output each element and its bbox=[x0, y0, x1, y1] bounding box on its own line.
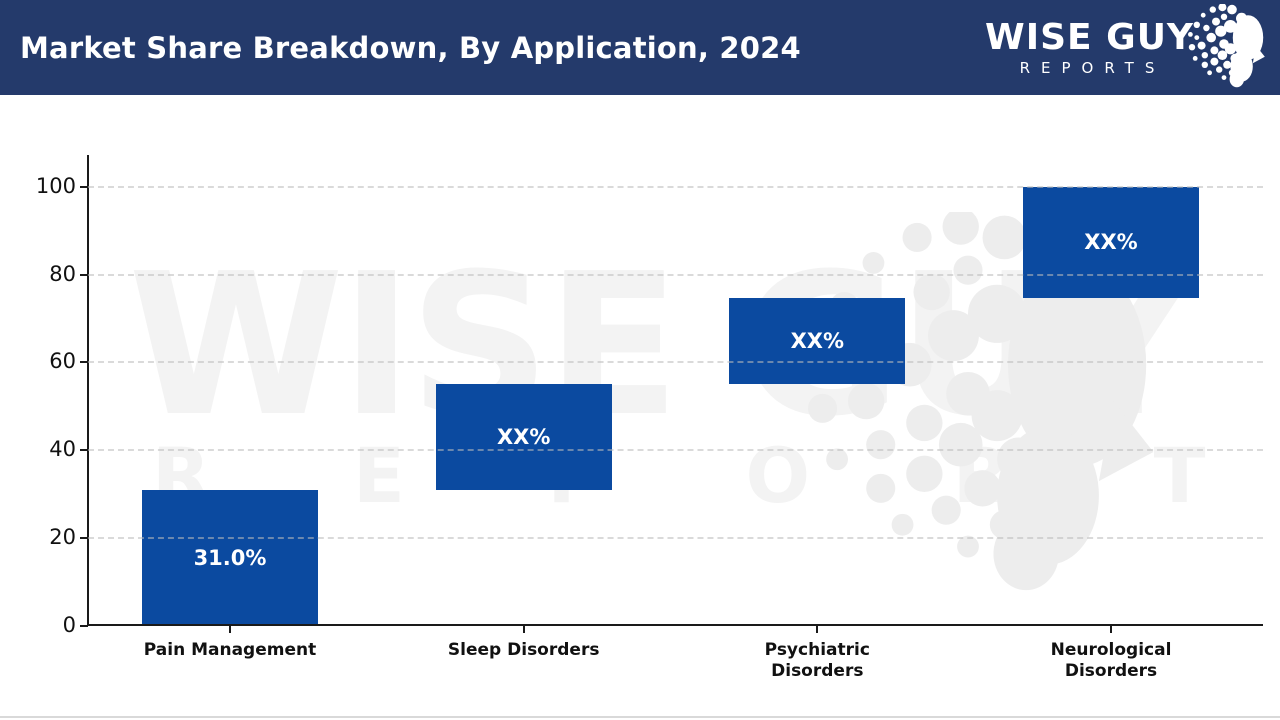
x-axis-line bbox=[87, 624, 1263, 626]
x-tick-0 bbox=[229, 625, 231, 633]
wise-guy-logo: WISE GUY REPORTS bbox=[984, 3, 1268, 92]
y-tick-label-0: 0 bbox=[62, 612, 76, 637]
y-tick-20 bbox=[80, 536, 88, 539]
face-profile-icon bbox=[1188, 3, 1265, 87]
gridline-80 bbox=[88, 273, 1263, 276]
bar-value-label: XX% bbox=[496, 424, 551, 449]
logo-text: WISE GUY REPORTS bbox=[984, 16, 1194, 77]
y-tick-0 bbox=[80, 624, 88, 627]
y-tick-label-40: 40 bbox=[49, 437, 76, 462]
y-tick-40 bbox=[80, 449, 88, 452]
gridline-100 bbox=[88, 186, 1263, 188]
gridline-40 bbox=[88, 449, 1263, 452]
x-category-label-3: Neurological Disorders bbox=[1050, 640, 1172, 681]
header-band: Market Share Breakdown, By Application, … bbox=[0, 0, 1280, 95]
y-tick-80 bbox=[80, 273, 88, 276]
logo-subtitle: REPORTS bbox=[1019, 58, 1166, 77]
bar-value-label: XX% bbox=[790, 329, 845, 354]
x-category-label-1: Sleep Disorders bbox=[447, 640, 600, 660]
x-category-label-0: Pain Management bbox=[143, 640, 317, 660]
x-category-label-2: Psychiatric Disorders bbox=[764, 640, 870, 681]
y-tick-100 bbox=[80, 186, 88, 188]
logo-wordmark: WISE GUY bbox=[984, 16, 1194, 58]
x-tick-3 bbox=[1110, 625, 1112, 633]
bar-sleep-disorders: XX% bbox=[435, 384, 612, 490]
bar-neurological-disorders: XX% bbox=[1023, 187, 1199, 298]
footer-divider bbox=[0, 716, 1280, 718]
gridline-20 bbox=[88, 536, 1263, 539]
y-tick-label-60: 60 bbox=[49, 349, 76, 374]
chart-title: Market Share Breakdown, By Application, … bbox=[20, 30, 801, 65]
bar-value-label: XX% bbox=[1084, 230, 1138, 255]
y-tick-label-100: 100 bbox=[35, 174, 76, 198]
bar-value-label: 31.0% bbox=[193, 545, 267, 570]
bar-psychiatric-disorders: XX% bbox=[729, 297, 906, 385]
bar-pain-management: 31.0% bbox=[142, 489, 318, 626]
gridline-60 bbox=[88, 361, 1263, 364]
x-tick-1 bbox=[522, 625, 525, 633]
y-tick-label-20: 20 bbox=[49, 524, 76, 549]
x-tick-2 bbox=[816, 625, 819, 633]
y-axis-line bbox=[87, 155, 89, 626]
y-tick-label-80: 80 bbox=[49, 261, 76, 286]
y-tick-60 bbox=[80, 361, 88, 364]
